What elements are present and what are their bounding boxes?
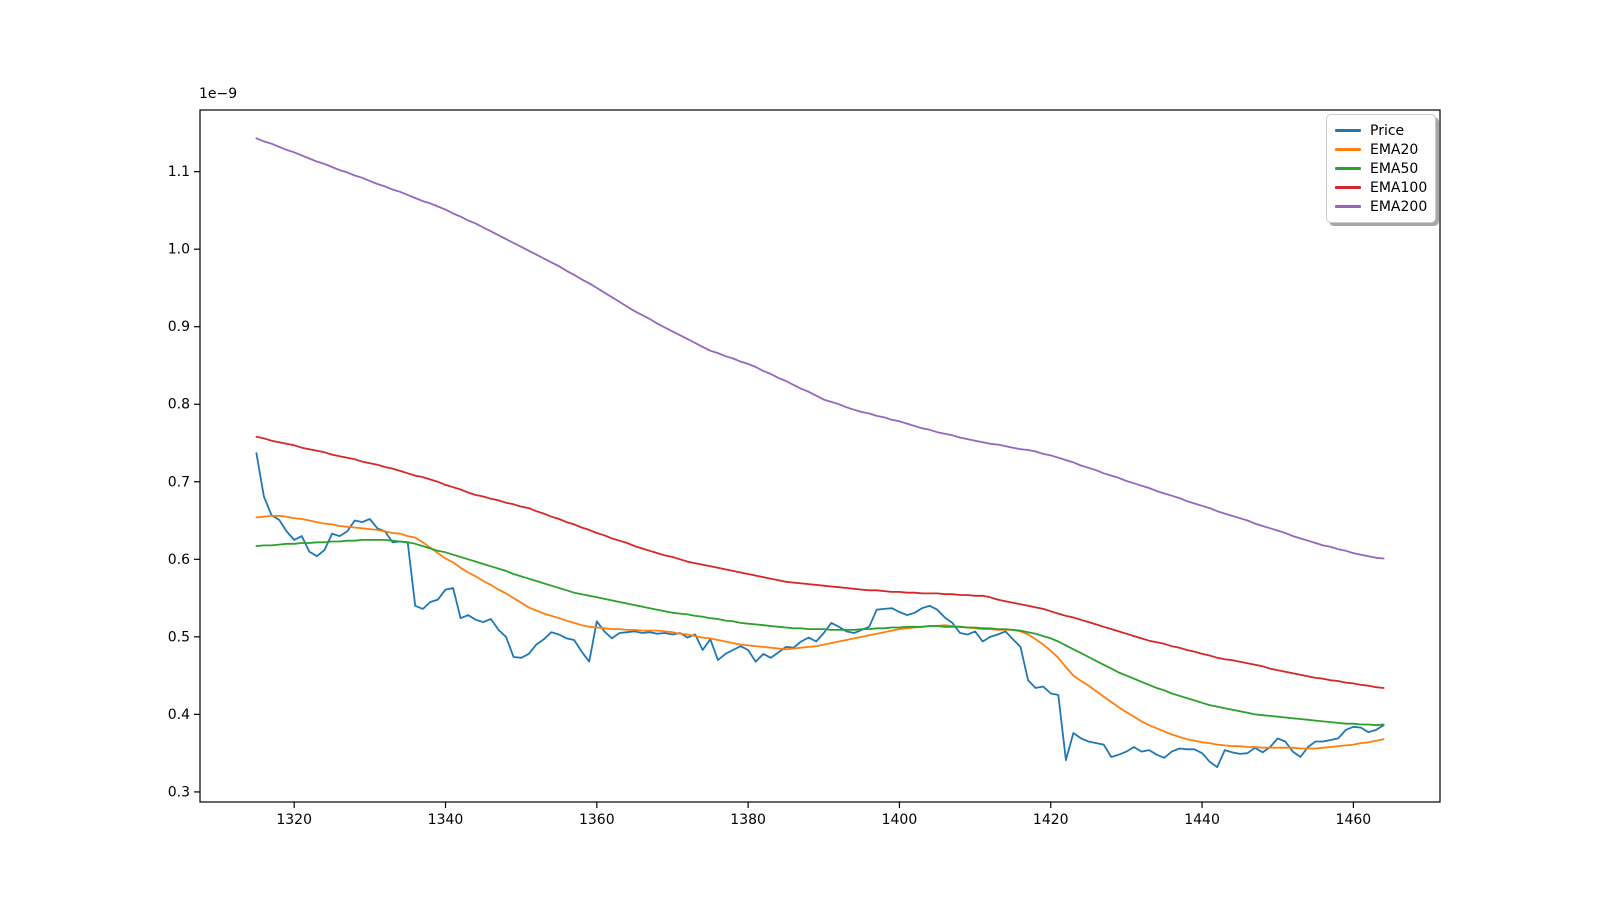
y-tick-label: 0.4 xyxy=(168,707,190,723)
legend-item-ema20: EMA20 xyxy=(1335,143,1427,157)
y-tick-label: 0.5 xyxy=(168,629,190,645)
legend-item-label: EMA100 xyxy=(1370,179,1428,196)
legend-item-ema100: EMA100 xyxy=(1335,181,1427,195)
x-tick-label: 1380 xyxy=(730,812,766,828)
legend-item-price: Price xyxy=(1335,124,1427,138)
y-tick-label: 0.9 xyxy=(168,319,190,335)
y-tick-label: 1.0 xyxy=(168,242,190,258)
ema200-line xyxy=(255,137,1385,560)
legend-line-sample-ema20 xyxy=(1335,148,1361,151)
x-tick-label: 1340 xyxy=(428,812,464,828)
plot-border xyxy=(199,109,1441,803)
price-line xyxy=(255,452,1385,768)
x-tick-label: 1460 xyxy=(1336,812,1372,828)
ema100-line xyxy=(255,435,1385,689)
legend-line-sample-ema50 xyxy=(1335,167,1361,170)
legend-item-label: Price xyxy=(1370,122,1405,139)
ema50-line xyxy=(255,539,1385,727)
legend-item-ema200: EMA200 xyxy=(1335,200,1427,214)
legend-line-sample-ema100 xyxy=(1335,186,1361,189)
y-axis-offset-label: 1e−9 xyxy=(199,86,238,102)
legend-item-label: EMA20 xyxy=(1370,141,1419,158)
legend-item-label: EMA50 xyxy=(1370,160,1419,177)
x-tick-label: 1400 xyxy=(882,812,918,828)
y-tick-label: 1.1 xyxy=(168,164,190,180)
y-tick-label: 0.8 xyxy=(168,397,190,413)
legend-item-ema50: EMA50 xyxy=(1335,162,1427,176)
legend: Price EMA20 EMA50 EMA100 EMA200 xyxy=(1326,114,1436,223)
y-tick-label: 0.3 xyxy=(168,784,190,800)
y-tick-label: 0.7 xyxy=(168,474,190,490)
x-tick-label: 1360 xyxy=(579,812,615,828)
legend-item-label: EMA200 xyxy=(1370,198,1428,215)
legend-line-sample-ema200 xyxy=(1335,205,1361,208)
x-tick-label: 1420 xyxy=(1033,812,1069,828)
x-tick-label: 1320 xyxy=(276,812,312,828)
y-tick-label: 0.6 xyxy=(168,552,190,568)
x-tick-label: 1440 xyxy=(1184,812,1220,828)
ema20-line xyxy=(255,515,1385,750)
legend-line-sample-price xyxy=(1335,129,1361,132)
